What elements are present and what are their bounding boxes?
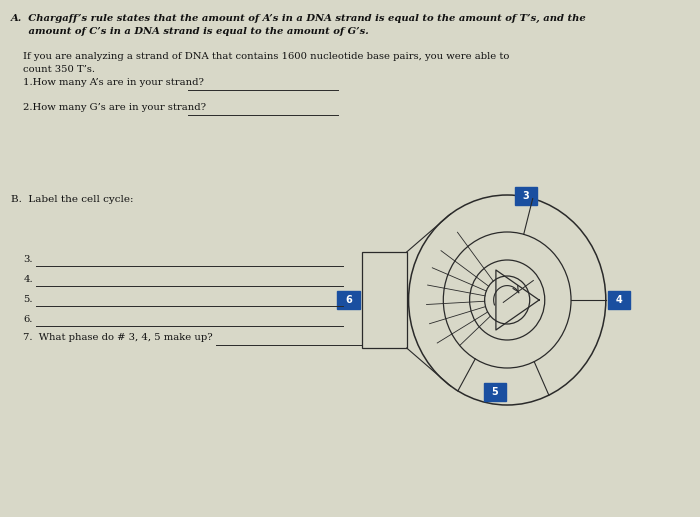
Bar xyxy=(362,252,407,348)
Bar xyxy=(514,187,537,205)
Text: 4: 4 xyxy=(615,295,622,305)
Text: 4.: 4. xyxy=(24,275,33,284)
Text: 2.How many G’s are in your strand?: 2.How many G’s are in your strand? xyxy=(24,103,207,112)
Text: 7.  What phase do # 3, 4, 5 make up?: 7. What phase do # 3, 4, 5 make up? xyxy=(24,333,213,342)
Text: 3.: 3. xyxy=(24,255,33,264)
Text: count 350 T’s.: count 350 T’s. xyxy=(24,65,95,74)
Text: 5: 5 xyxy=(491,387,498,397)
Text: 3: 3 xyxy=(523,191,529,201)
Text: 5.: 5. xyxy=(24,295,33,304)
Text: 6: 6 xyxy=(345,295,352,305)
Text: A.  Chargaff’s rule states that the amount of A’s in a DNA strand is equal to th: A. Chargaff’s rule states that the amoun… xyxy=(11,14,587,23)
Bar xyxy=(484,383,506,401)
Bar xyxy=(337,291,360,309)
Text: 6.: 6. xyxy=(24,315,33,324)
Text: amount of C’s in a DNA strand is equal to the amount of G’s.: amount of C’s in a DNA strand is equal t… xyxy=(11,27,369,36)
Bar xyxy=(608,291,630,309)
Text: B.  Label the cell cycle:: B. Label the cell cycle: xyxy=(11,195,134,204)
Text: If you are analyzing a strand of DNA that contains 1600 nucleotide base pairs, y: If you are analyzing a strand of DNA tha… xyxy=(24,52,510,61)
Text: 1.How many A’s are in your strand?: 1.How many A’s are in your strand? xyxy=(24,78,204,87)
